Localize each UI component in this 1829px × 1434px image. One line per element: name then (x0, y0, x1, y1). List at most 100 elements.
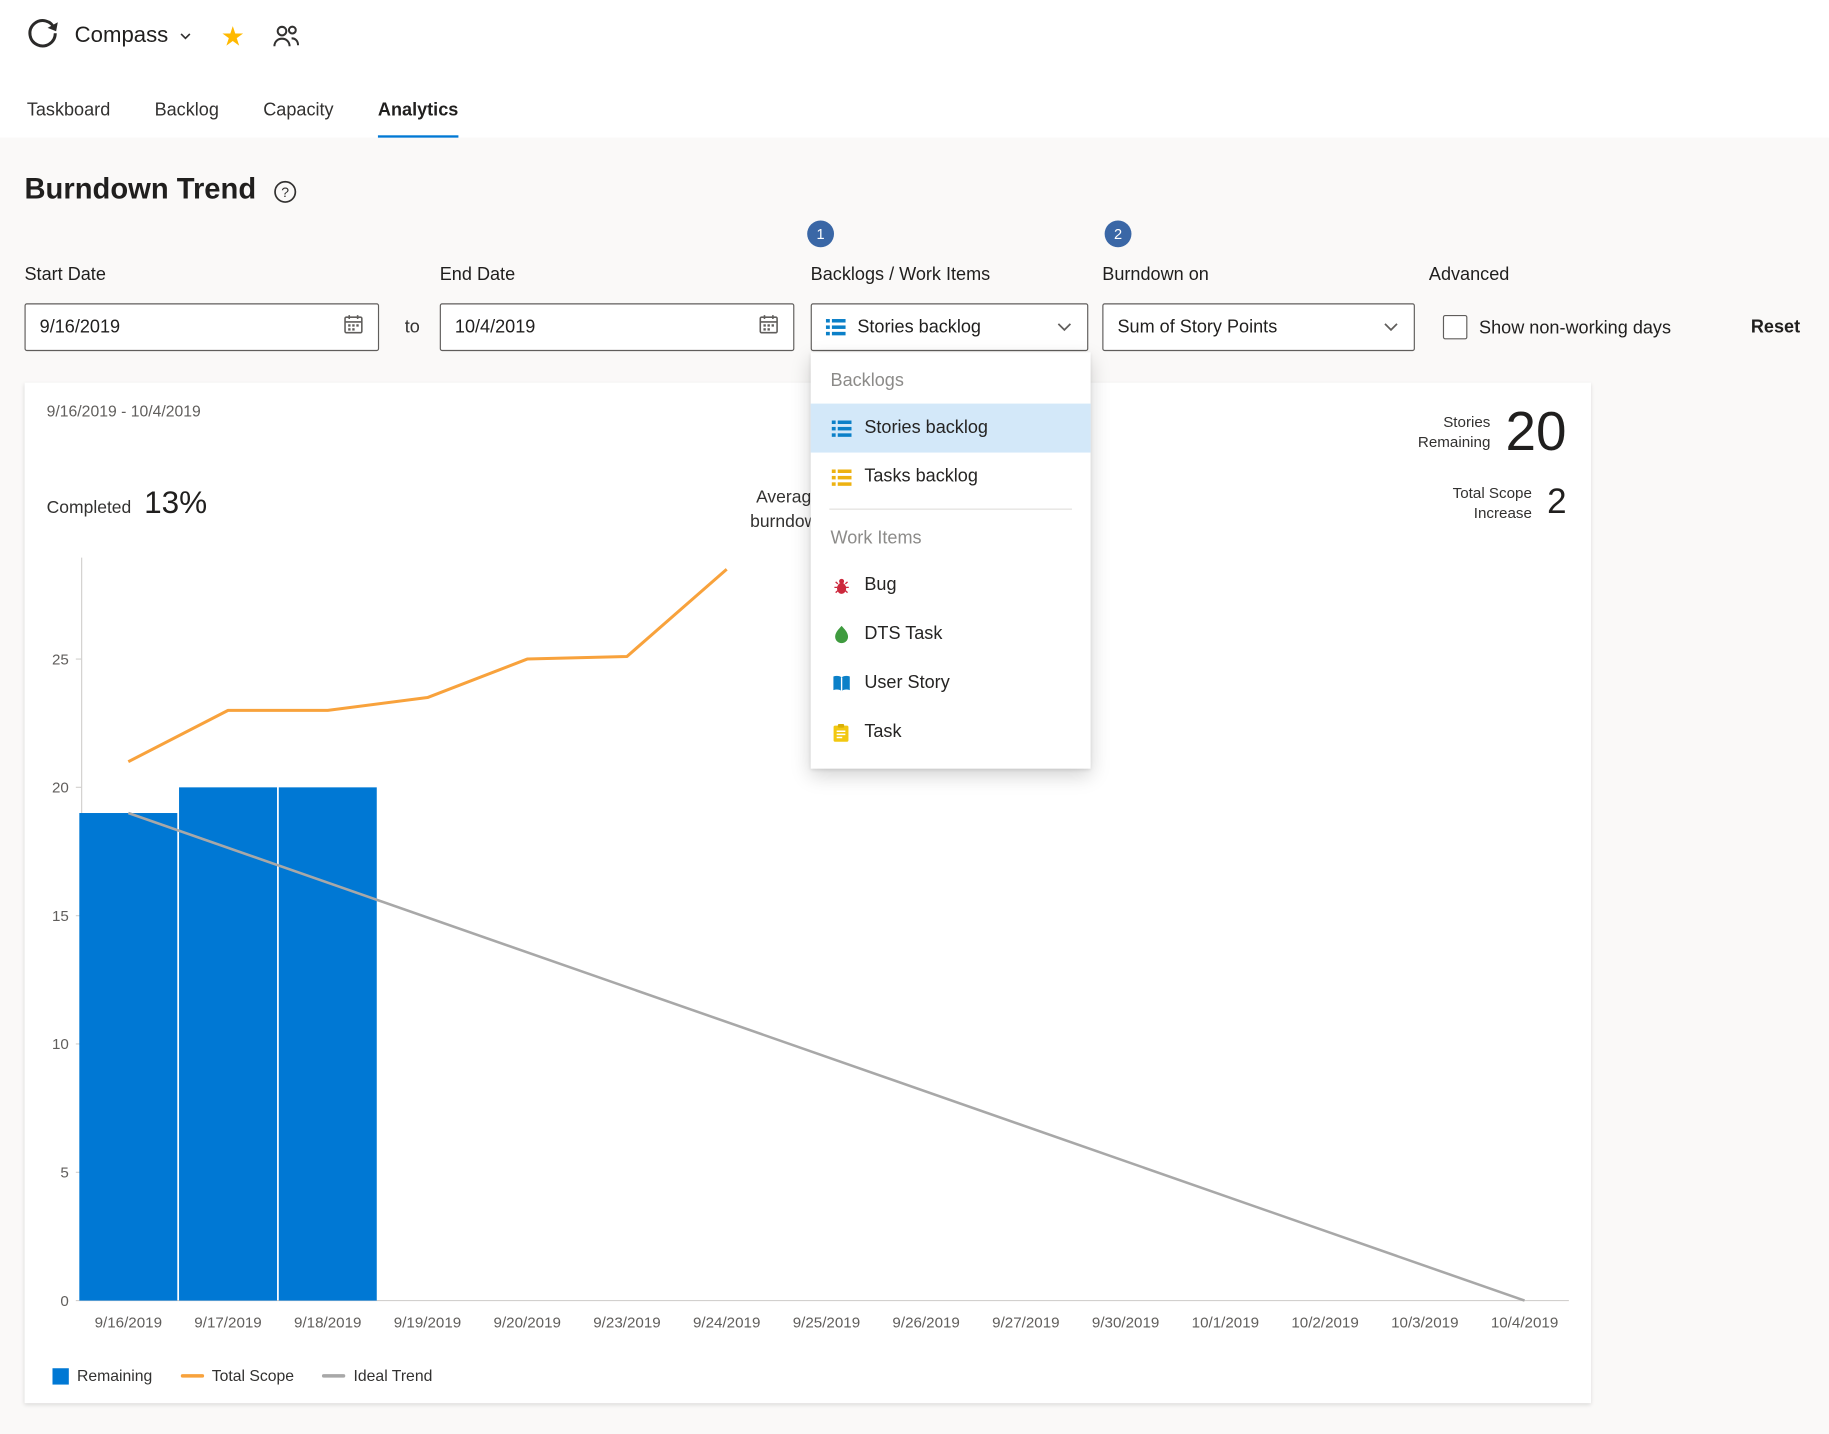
scope-increase-value: 2 (1547, 482, 1567, 522)
remaining-bar (179, 787, 278, 1301)
to-label: to (404, 317, 420, 338)
stories-remaining-label-line2: Remaining (1417, 432, 1491, 450)
legend-label: Total Scope (211, 1367, 295, 1385)
x-tick-label: 9/20/2019 (494, 1314, 561, 1331)
menu-item-tasks-backlog[interactable]: Tasks backlog (811, 453, 1091, 502)
menu-item-label: Task (864, 722, 902, 742)
calendar-icon[interactable] (758, 314, 779, 341)
project-row: Compass ★ (26, 16, 301, 56)
y-tick-label: 20 (52, 780, 69, 797)
bug-icon (831, 576, 852, 596)
y-tick-label: 0 (60, 1293, 68, 1310)
step-badge-2: 2 (1104, 220, 1132, 248)
sprint-icon (26, 16, 60, 56)
show-non-working-days-label[interactable]: Show non-working days (1479, 318, 1672, 339)
backlogs-dropdown[interactable]: Stories backlog (810, 303, 1089, 352)
completed-label: Completed (46, 498, 132, 518)
total-scope-line (127, 568, 728, 764)
chevron-down-icon (1056, 318, 1073, 335)
top-bar: Compass ★ Taskboard Backlog Capacity Analyt… (0, 0, 1829, 138)
tab-taskboard[interactable]: Taskboard (26, 100, 111, 121)
menu-item-label: User Story (864, 673, 950, 693)
start-date-label: Start Date (24, 264, 106, 285)
legend-swatch (180, 1374, 204, 1378)
menu-item-user-story[interactable]: User Story (811, 659, 1091, 708)
completed-value: 13% (144, 485, 208, 521)
x-tick-label: 9/18/2019 (294, 1314, 361, 1331)
project-chevron-down-icon[interactable] (179, 29, 193, 43)
show-non-working-days-checkbox[interactable] (1442, 314, 1468, 340)
x-tick-label: 9/25/2019 (793, 1314, 860, 1331)
help-icon[interactable]: ? (272, 180, 296, 204)
end-date-input[interactable]: 10/4/2019 (439, 303, 795, 352)
menu-divider (829, 508, 1072, 510)
y-tick-label: 25 (52, 651, 69, 668)
page-title-row: Burndown Trend ? (24, 173, 296, 207)
step-badge-1: 1 (807, 220, 835, 248)
x-tick-label: 9/24/2019 (693, 1314, 760, 1331)
y-tick-label: 5 (60, 1165, 68, 1182)
stories-remaining-label-line1: Stories (1443, 412, 1491, 430)
menu-item-label: Stories backlog (864, 417, 988, 438)
calendar-icon[interactable] (343, 314, 364, 341)
remaining-bar (79, 813, 178, 1301)
menu-item-label: DTS Task (864, 624, 943, 644)
task-icon (831, 723, 852, 743)
menu-item-task[interactable]: Task (811, 708, 1091, 757)
backlogs-work-items-label: Backlogs / Work Items (810, 264, 991, 285)
ideal-trend-line (127, 811, 1525, 1302)
page-title: Burndown Trend (24, 172, 257, 206)
legend-label: Remaining (76, 1367, 153, 1385)
legend-swatch (52, 1367, 69, 1384)
burndown-on-label: Burndown on (1102, 264, 1209, 285)
x-tick-label: 10/4/2019 (1491, 1314, 1558, 1331)
chevron-down-icon (1382, 318, 1399, 335)
x-tick-label: 9/16/2019 (95, 1314, 162, 1331)
remaining-bar (278, 787, 377, 1301)
y-tick-label: 10 (52, 1036, 69, 1053)
menu-item-bug[interactable]: Bug (811, 561, 1091, 610)
chart-date-range: 9/16/2019 - 10/4/2019 (46, 402, 201, 420)
x-tick-label: 9/17/2019 (194, 1314, 261, 1331)
advanced-label: Advanced (1428, 264, 1510, 285)
stories-remaining-stat: Stories Remaining 20 (1418, 399, 1567, 463)
scope-increase-label-line1: Total Scope (1452, 484, 1532, 502)
x-tick-label: 10/1/2019 (1192, 1314, 1259, 1331)
legend-swatch (322, 1374, 346, 1378)
legend-label: Ideal Trend (353, 1367, 433, 1385)
x-tick-label: 9/27/2019 (992, 1314, 1059, 1331)
menu-item-label: Tasks backlog (864, 466, 978, 487)
burndown-on-dropdown[interactable]: Sum of Story Points (1102, 303, 1415, 352)
start-date-input[interactable]: 9/16/2019 (24, 303, 380, 352)
average-burndown-label-line1: Average (756, 487, 821, 508)
menu-item-stories-backlog[interactable]: Stories backlog (810, 403, 1091, 453)
user-story-icon (831, 674, 852, 693)
menu-item-dts-task[interactable]: DTS Task (811, 610, 1091, 659)
stories-remaining-value: 20 (1505, 400, 1567, 462)
menu-item-label: Bug (864, 575, 897, 595)
backlogs-dropdown-value: Stories backlog (857, 316, 981, 337)
favorite-star-icon[interactable]: ★ (220, 20, 245, 51)
legend-item-remaining[interactable]: Remaining (52, 1367, 153, 1385)
dts-task-icon (831, 625, 852, 645)
average-burndown-label-line2: burndown (750, 512, 827, 532)
menu-section-header-work-items: Work Items (830, 528, 922, 549)
end-date-value: 10/4/2019 (454, 316, 536, 337)
reset-button[interactable]: Reset (1750, 317, 1801, 338)
x-tick-label: 9/23/2019 (593, 1314, 660, 1331)
tasks-backlog-icon (831, 468, 852, 486)
legend-item-total-scope[interactable]: Total Scope (180, 1367, 295, 1385)
x-tick-label: 9/26/2019 (892, 1314, 959, 1331)
project-name[interactable]: Compass (74, 23, 169, 48)
scope-increase-stat: Total Scope Increase 2 (1453, 483, 1567, 523)
x-tick-label: 10/2/2019 (1291, 1314, 1358, 1331)
burndown-on-dropdown-value: Sum of Story Points (1117, 316, 1278, 337)
legend-item-ideal-trend[interactable]: Ideal Trend (322, 1367, 433, 1385)
team-members-icon[interactable] (270, 22, 300, 50)
tab-analytics[interactable]: Analytics (377, 100, 459, 138)
tab-bar: Taskboard Backlog Capacity Analytics (26, 100, 459, 138)
tab-capacity[interactable]: Capacity (263, 100, 334, 121)
backlogs-dropdown-menu: Backlogs Stories backlog Tasks backlog Work… (810, 352, 1091, 769)
tab-backlog[interactable]: Backlog (154, 100, 219, 121)
x-tick-label: 9/19/2019 (394, 1314, 461, 1331)
